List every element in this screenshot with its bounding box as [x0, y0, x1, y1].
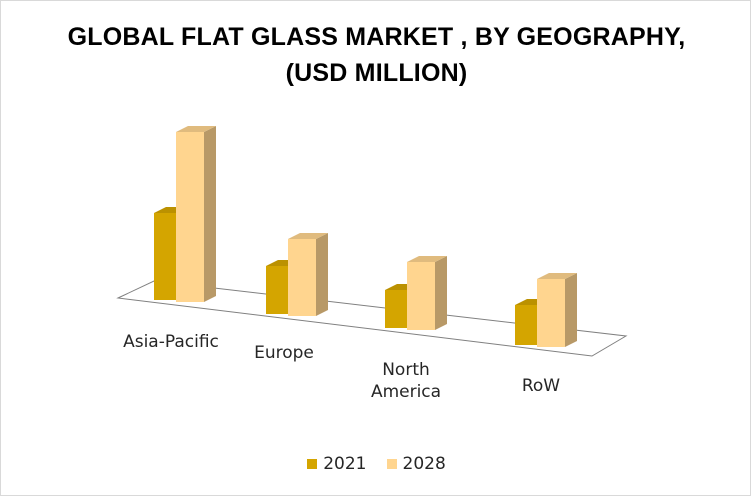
bar-top-face: [537, 273, 577, 279]
bar-top-face: [176, 126, 216, 132]
bar-front-face: [154, 213, 182, 300]
bar-side-face: [204, 126, 216, 302]
legend-label-2021: 2021: [323, 454, 367, 474]
category-label-north-america: North America: [371, 360, 441, 402]
legend-label-2028: 2028: [402, 454, 446, 474]
legend-item-2028: 2028: [386, 454, 446, 474]
legend-swatch-2028: [386, 459, 397, 469]
bar-top-face: [407, 256, 447, 262]
bar-top-face: [288, 233, 328, 239]
bar-front-face: [537, 279, 565, 347]
bar-side-face: [565, 273, 577, 347]
bar-2028-row: [537, 273, 577, 347]
bar-front-face: [385, 290, 413, 328]
chart-title-line-1: GLOBAL FLAT GLASS MARKET , BY GEOGRAPHY,: [67, 23, 686, 51]
category-label-asia-pacific: Asia-Pacific: [123, 332, 219, 352]
bar-front-face: [288, 239, 316, 316]
bar-front-face: [176, 132, 204, 302]
bar-chart-3d: Asia-Pacific Europe North America RoW: [116, 126, 628, 402]
legend-item-2021: 2021: [307, 454, 367, 474]
bar-2028-europe: [288, 233, 328, 316]
chart-floor: [116, 280, 628, 357]
category-labels: Asia-Pacific Europe North America RoW: [123, 332, 560, 402]
chart-title: GLOBAL FLAT GLASS MARKET , BY GEOGRAPHY,…: [1, 19, 750, 91]
bar-side-face: [316, 233, 328, 316]
bar-group: [154, 126, 577, 347]
legend: 2021 2028: [1, 454, 750, 474]
category-label-row: RoW: [522, 376, 560, 396]
bar-2028-asia-pacific: [176, 126, 216, 302]
bar-front-face: [515, 305, 543, 345]
bar-side-face: [435, 256, 447, 330]
chart-title-line-2: (USD MILLION): [285, 59, 468, 87]
legend-swatch-2021: [307, 459, 318, 469]
bar-2028-north-america: [407, 256, 447, 330]
bar-front-face: [407, 262, 435, 330]
bar-front-face: [266, 266, 294, 314]
category-label-europe: Europe: [254, 343, 314, 363]
